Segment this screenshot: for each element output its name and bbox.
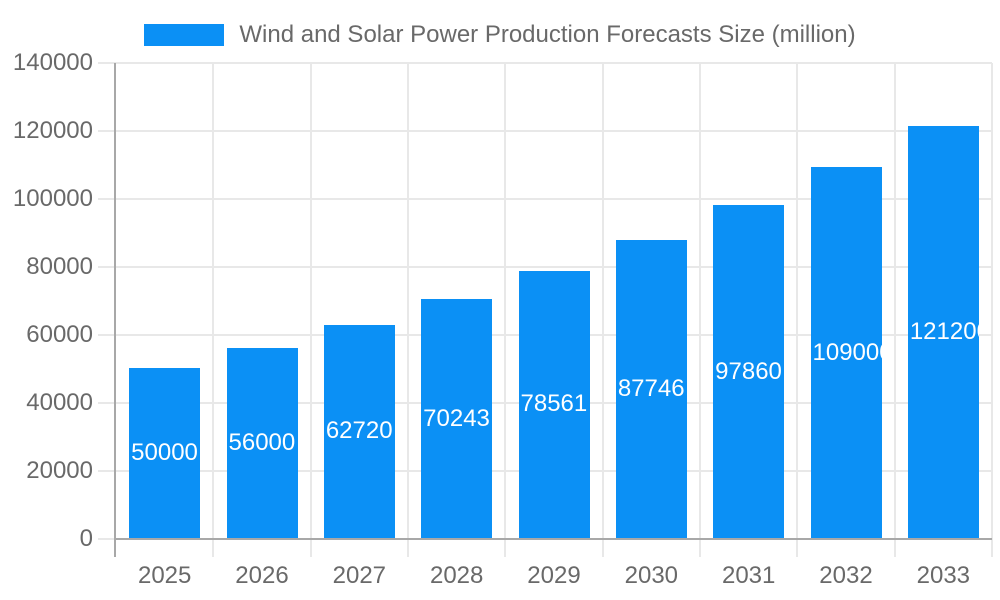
- y-axis-line: [114, 63, 116, 557]
- legend-swatch-icon: [144, 24, 225, 46]
- bar-2028[interactable]: 70243: [421, 299, 493, 538]
- y-axis-tick-label: 80000: [26, 253, 93, 280]
- bar-2030[interactable]: 87746: [615, 239, 687, 538]
- x-axis-tick: [212, 539, 215, 557]
- bar-2026[interactable]: 56000: [226, 347, 298, 538]
- legend-label: Wind and Solar Power Production Forecast…: [239, 21, 856, 48]
- y-axis-tick: [98, 402, 116, 404]
- bar-2027[interactable]: 62720: [323, 324, 395, 538]
- x-gridline: [796, 63, 799, 539]
- x-axis-tick: [893, 539, 896, 557]
- y-axis-tick: [98, 198, 116, 200]
- bar-2029[interactable]: 78561: [518, 270, 590, 538]
- bar-value-label: 109000: [812, 338, 882, 366]
- x-gridline: [893, 63, 896, 539]
- y-axis-tick: [98, 266, 116, 268]
- x-axis-line: [114, 538, 992, 540]
- y-gridline: [116, 130, 992, 132]
- bar-value-label: 62720: [325, 417, 393, 445]
- bar-value-label: 97860: [715, 357, 782, 385]
- y-gridline: [116, 62, 992, 64]
- x-gridline: [212, 63, 215, 539]
- chart-legend[interactable]: Wind and Solar Power Production Forecast…: [0, 21, 1000, 49]
- x-gridline: [407, 63, 409, 539]
- y-axis-tick: [98, 334, 116, 336]
- x-axis-tick: [699, 539, 701, 557]
- x-axis-tick: [309, 539, 312, 557]
- x-gridline: [699, 63, 701, 539]
- x-axis-label-2025: 2025: [137, 562, 192, 589]
- x-gridline: [991, 63, 993, 539]
- x-axis-label-2033: 2033: [916, 562, 971, 589]
- y-axis-tick-label: 0: [79, 525, 93, 552]
- x-axis-label-2030: 2030: [624, 562, 679, 589]
- y-gridline: [116, 266, 992, 268]
- y-axis-tick-label: 60000: [26, 321, 93, 348]
- bar-2031[interactable]: 97860: [713, 205, 785, 538]
- bar-value-label: 87746: [617, 374, 685, 402]
- x-axis-label-2031: 2031: [721, 562, 776, 589]
- bar-value-label: 56000: [228, 428, 296, 456]
- bar-2033[interactable]: 121200: [907, 125, 979, 538]
- x-axis-tick: [601, 539, 604, 557]
- bar-value-label: 70243: [423, 404, 490, 432]
- x-axis-label-2032: 2032: [819, 562, 873, 589]
- y-axis-tick: [98, 130, 116, 132]
- x-axis-tick: [504, 539, 507, 557]
- x-axis-tick: [796, 539, 799, 557]
- y-axis-tick: [98, 538, 116, 540]
- bar-2025[interactable]: 50000: [129, 368, 201, 538]
- x-axis-label-2029: 2029: [527, 562, 581, 589]
- x-axis-label-2026: 2026: [235, 562, 289, 589]
- bar-value-label: 50000: [131, 439, 198, 466]
- x-gridline: [504, 63, 507, 539]
- x-axis-tick: [407, 539, 409, 557]
- x-gridline: [601, 63, 604, 539]
- y-axis-tick-label: 140000: [12, 49, 93, 76]
- x-axis-label-2027: 2027: [332, 562, 387, 589]
- x-axis-tick: [991, 539, 993, 557]
- y-axis-tick: [98, 62, 116, 64]
- y-gridline: [116, 198, 992, 200]
- y-axis-tick: [98, 470, 116, 472]
- y-axis-tick-label: 40000: [26, 389, 93, 416]
- bar-value-label: 78561: [520, 390, 588, 418]
- y-axis-tick-label: 20000: [26, 457, 93, 484]
- bar-2032[interactable]: 109000: [810, 167, 882, 538]
- y-axis-tick-label: 100000: [12, 185, 93, 212]
- x-gridline: [309, 63, 312, 539]
- y-axis-tick-label: 120000: [12, 117, 93, 144]
- x-axis-label-2028: 2028: [429, 562, 484, 589]
- bar-value-label: 121200: [909, 317, 979, 345]
